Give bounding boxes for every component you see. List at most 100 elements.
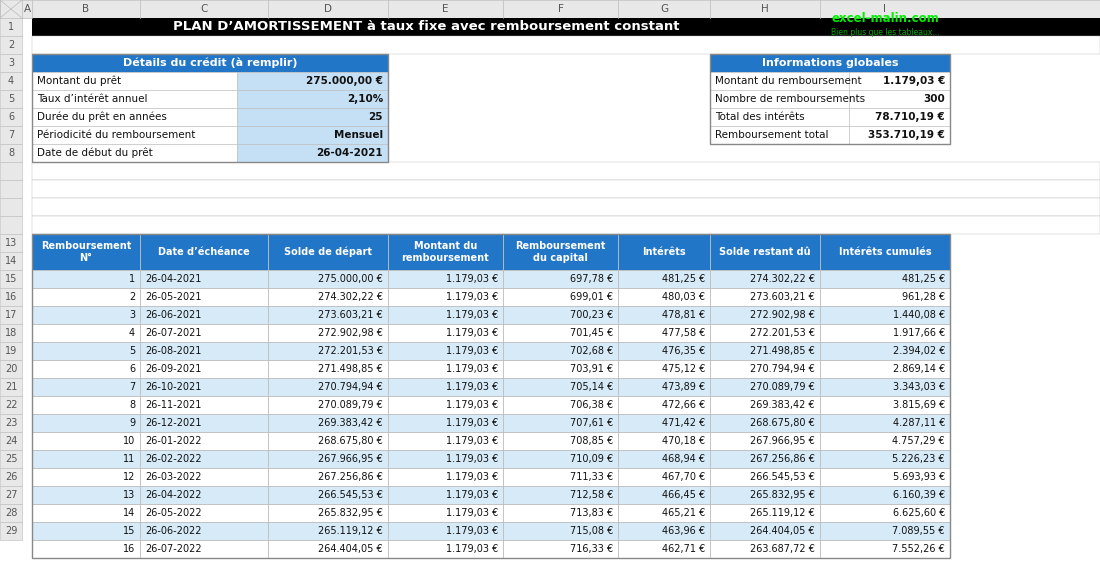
Text: 15: 15 — [122, 526, 135, 536]
Text: 24: 24 — [4, 436, 18, 446]
Text: 1.179,03 €: 1.179,03 € — [446, 472, 498, 482]
Text: 8: 8 — [8, 148, 14, 158]
Bar — [618, 432, 710, 450]
Text: 26-04-2022: 26-04-2022 — [145, 490, 201, 500]
Bar — [0, 72, 22, 90]
Text: 15: 15 — [4, 274, 18, 284]
Bar — [268, 270, 388, 288]
Bar — [710, 414, 820, 432]
Text: 26-01-2022: 26-01-2022 — [145, 436, 201, 446]
Bar — [503, 234, 618, 270]
Text: 463,96 €: 463,96 € — [662, 526, 705, 536]
Bar — [268, 450, 388, 468]
Text: 272.902,98 €: 272.902,98 € — [318, 328, 383, 338]
Text: 3: 3 — [129, 310, 135, 320]
Text: 267.256,86 €: 267.256,86 € — [318, 472, 383, 482]
Text: 5: 5 — [8, 94, 14, 104]
Bar — [820, 234, 950, 270]
Text: 21: 21 — [4, 382, 18, 392]
Text: 1.179,03 €: 1.179,03 € — [446, 364, 498, 374]
Bar — [0, 234, 22, 252]
Text: 20: 20 — [4, 364, 18, 374]
Bar — [32, 54, 388, 72]
Text: excel-malin.com: excel-malin.com — [832, 12, 939, 25]
Bar — [32, 216, 1100, 234]
Bar — [503, 342, 618, 360]
Text: Mensuel: Mensuel — [334, 130, 383, 140]
Bar — [849, 90, 950, 108]
Bar — [0, 198, 22, 216]
Bar — [820, 468, 950, 486]
Text: 267.966,95 €: 267.966,95 € — [318, 454, 383, 464]
Bar — [32, 486, 140, 504]
Text: 2,10%: 2,10% — [346, 94, 383, 104]
Bar — [268, 324, 388, 342]
Text: 1.179,03 €: 1.179,03 € — [446, 292, 498, 302]
Text: 13: 13 — [123, 490, 135, 500]
Bar — [710, 432, 820, 450]
Text: 1.179,03 €: 1.179,03 € — [882, 76, 945, 86]
Bar — [710, 54, 950, 72]
Bar — [140, 360, 268, 378]
Text: 2: 2 — [8, 40, 14, 50]
Text: 703,91 €: 703,91 € — [570, 364, 613, 374]
Text: 271.498,85 €: 271.498,85 € — [318, 364, 383, 374]
Bar — [710, 270, 820, 288]
Text: 7: 7 — [8, 130, 14, 140]
Text: B: B — [82, 4, 89, 14]
Text: 4: 4 — [129, 328, 135, 338]
Bar — [820, 270, 950, 288]
Bar — [710, 504, 820, 522]
Text: 300: 300 — [923, 94, 945, 104]
Text: Date d’échéance: Date d’échéance — [158, 247, 250, 257]
Bar — [618, 342, 710, 360]
Bar — [236, 126, 388, 144]
Bar — [0, 432, 22, 450]
Bar — [618, 270, 710, 288]
Text: 5: 5 — [129, 346, 135, 356]
Text: Date de début du prêt: Date de début du prêt — [37, 148, 153, 158]
Text: 14: 14 — [4, 256, 18, 266]
Text: 26-11-2021: 26-11-2021 — [145, 400, 201, 410]
Text: 13: 13 — [4, 238, 18, 248]
Bar — [710, 324, 820, 342]
Bar — [388, 450, 503, 468]
Bar — [0, 342, 22, 360]
Text: Montant du
remboursement: Montant du remboursement — [402, 241, 490, 263]
Bar — [388, 396, 503, 414]
Bar — [140, 342, 268, 360]
Bar — [710, 378, 820, 396]
Bar — [32, 306, 140, 324]
Bar — [268, 486, 388, 504]
Text: 26-05-2021: 26-05-2021 — [145, 292, 201, 302]
Bar — [710, 342, 820, 360]
Bar — [0, 126, 22, 144]
Bar — [820, 540, 950, 558]
Text: 25: 25 — [4, 454, 18, 464]
Text: 6: 6 — [8, 112, 14, 122]
Bar — [710, 90, 849, 108]
Text: 2.869,14 €: 2.869,14 € — [893, 364, 945, 374]
Bar — [236, 72, 388, 90]
Text: 28: 28 — [4, 508, 18, 518]
Text: 264.404,05 €: 264.404,05 € — [318, 544, 383, 554]
Text: 26-10-2021: 26-10-2021 — [145, 382, 201, 392]
Bar — [503, 396, 618, 414]
Text: 78.710,19 €: 78.710,19 € — [876, 112, 945, 122]
Bar — [618, 414, 710, 432]
Bar — [849, 126, 950, 144]
Text: 12: 12 — [122, 472, 135, 482]
Bar — [0, 468, 22, 486]
Bar — [388, 414, 503, 432]
Bar — [503, 468, 618, 486]
Bar — [268, 288, 388, 306]
Bar — [710, 108, 849, 126]
Text: 272.201,53 €: 272.201,53 € — [750, 328, 815, 338]
Bar — [32, 180, 1100, 198]
Bar — [32, 324, 140, 342]
Text: 266.545,53 €: 266.545,53 € — [750, 472, 815, 482]
Bar — [710, 360, 820, 378]
Bar — [388, 270, 503, 288]
Bar — [710, 540, 820, 558]
Text: 2: 2 — [129, 292, 135, 302]
